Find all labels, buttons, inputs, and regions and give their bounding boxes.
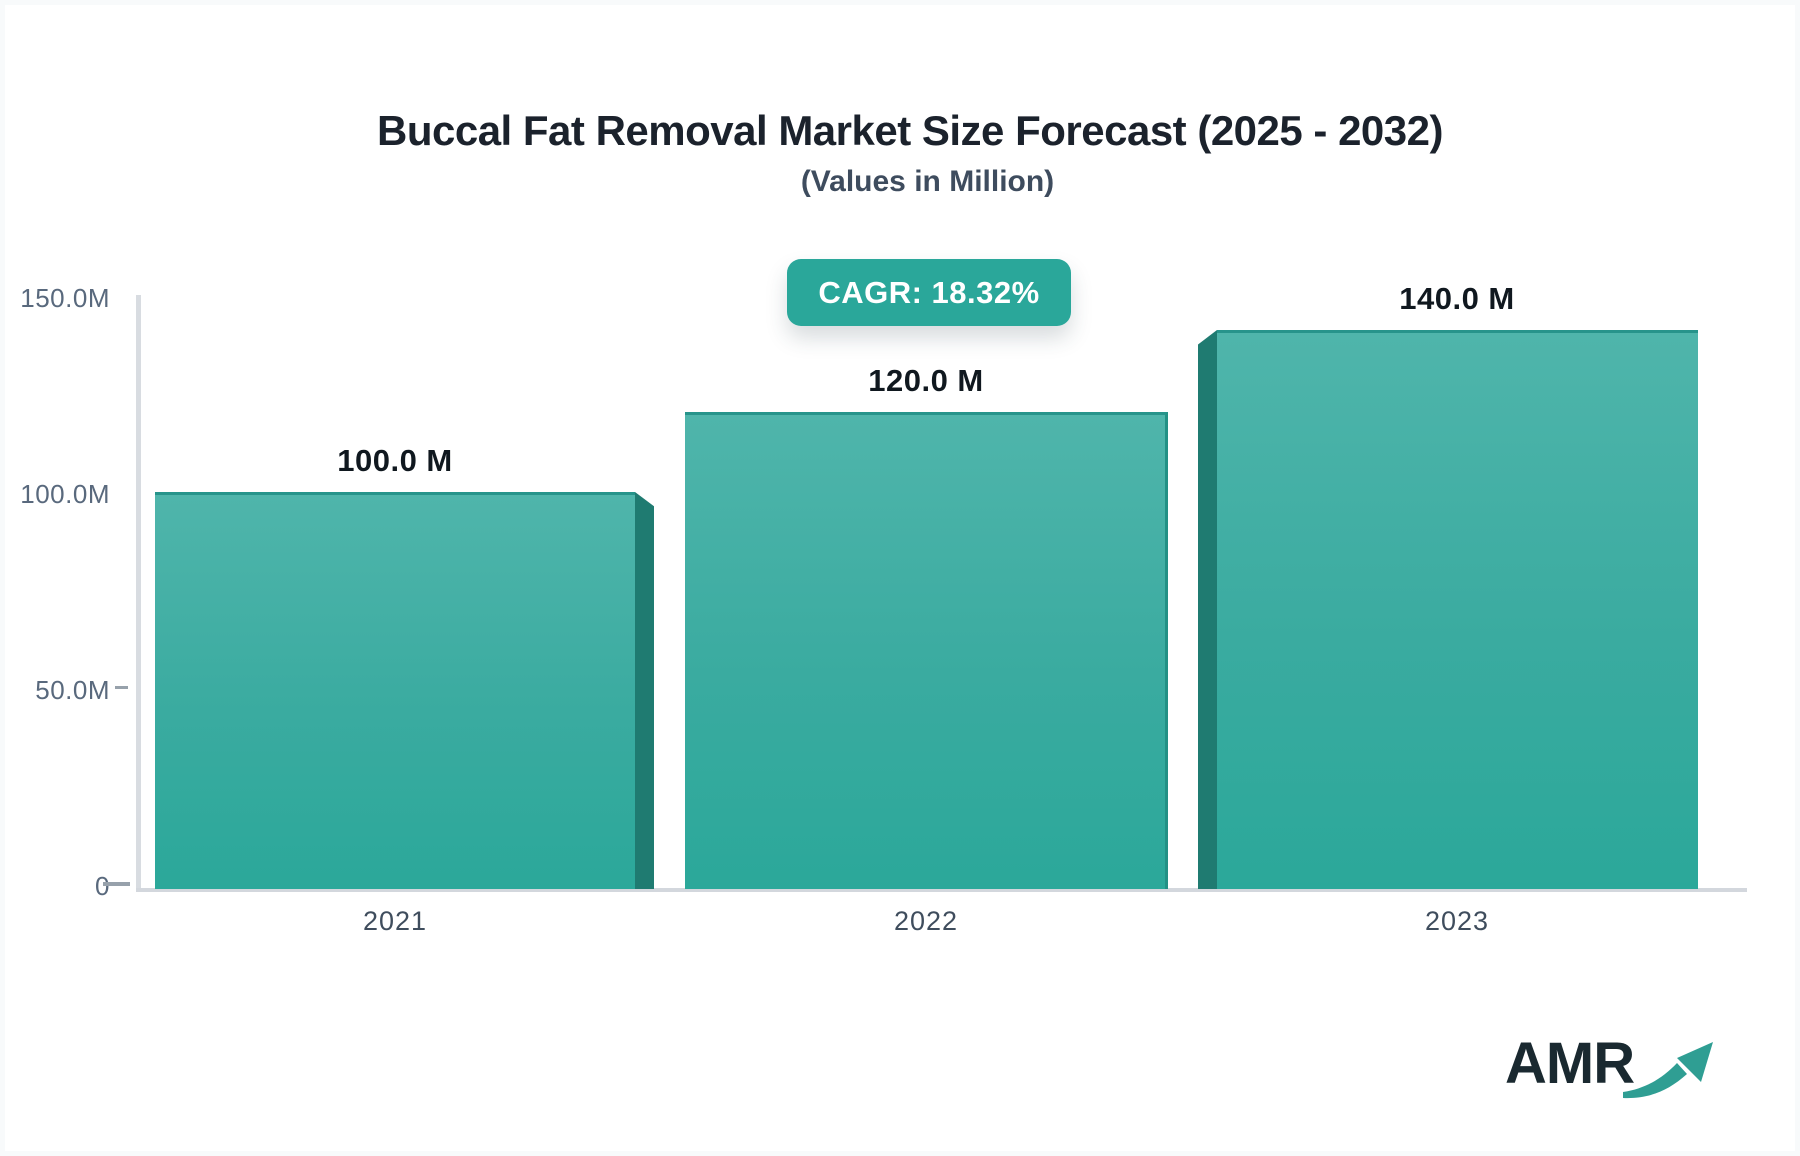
x-category-label-2021: 2021 [362,906,428,936]
bar-2023-side-face [1198,330,1217,889]
x-category-label-2023: 2023 [1424,906,1490,936]
amr-logo-text: AMR [1505,1031,1635,1096]
x-axis-line [136,888,1747,892]
bar-value-label-2022: 120.0 M [868,363,984,398]
chart-title: Buccal Fat Removal Market Size Forecast … [377,107,1444,154]
bar-value-label-2021: 100.0 M [337,443,453,478]
chart-subtitle: (Values in Million) [800,165,1055,198]
y-axis-line [136,295,141,892]
cagr-badge-label: CAGR: 18.32% [818,274,1040,310]
y-tick-label-100m: 100.0M [20,479,110,509]
bar-2022 [685,412,1168,889]
growth-arrow-icon [1623,1042,1713,1099]
x-category-label-2022: 2022 [893,906,959,936]
y-tick-label-0: 0 [95,871,110,901]
bar-2021 [155,492,635,889]
y-tick-label-50m: 50.0M [35,675,110,705]
y-tick-label-150m: 150.0M [20,283,110,313]
bar-value-label-2023: 140.0 M [1399,281,1515,316]
cagr-badge: CAGR: 18.32% [787,259,1071,326]
bar-2021-side-face [635,492,654,889]
bar-2023 [1217,330,1698,889]
y-tick-mark-50m [115,686,128,689]
y-tick-mark-0 [103,882,130,886]
